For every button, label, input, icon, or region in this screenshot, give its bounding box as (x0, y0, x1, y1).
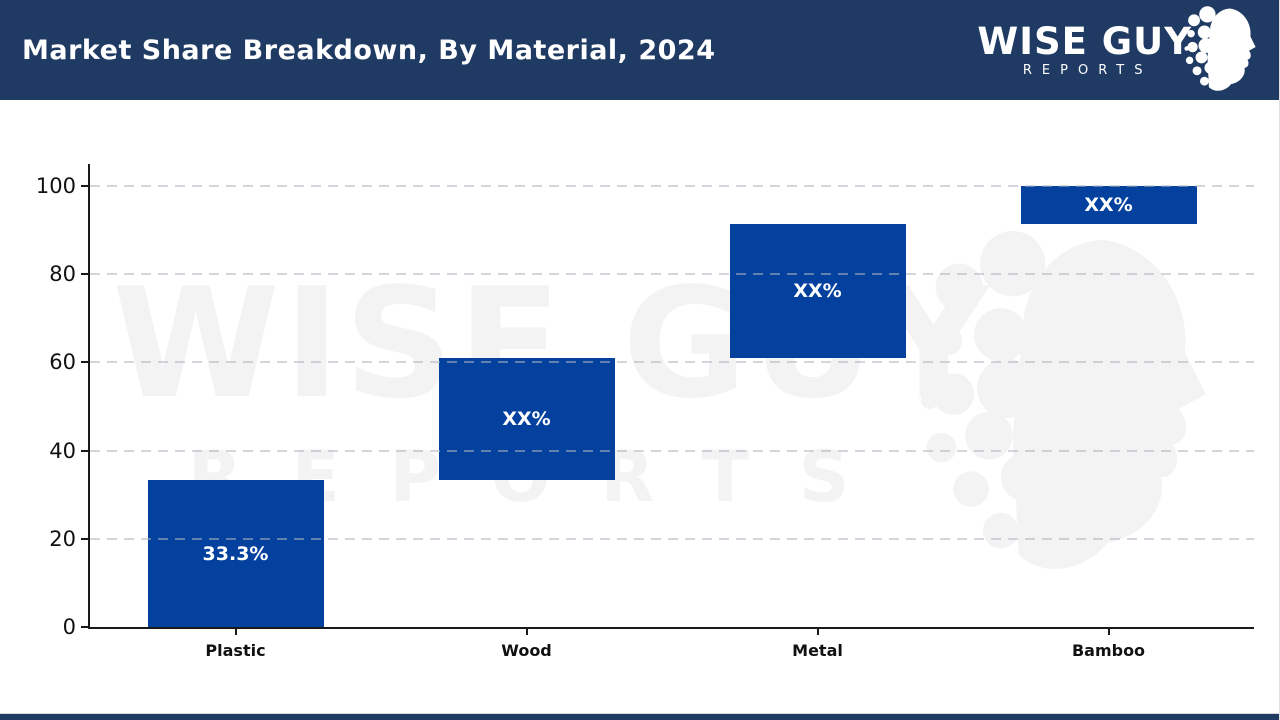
brand-name: WISE GUY (977, 20, 1192, 63)
gridline (90, 449, 1254, 452)
bar-value-label: XX% (502, 408, 551, 431)
x-tick (234, 627, 237, 635)
bar-value-label: XX% (1084, 193, 1133, 216)
bar-plastic: 33.3% (147, 480, 324, 627)
brand-subtitle: REPORTS (1022, 63, 1153, 78)
y-tick-label: 20 (49, 526, 76, 551)
bar-wood: XX% (438, 358, 615, 481)
brand-logo: WISE GUY REPORTS (977, 4, 1279, 96)
y-tick-label: 100 (35, 174, 76, 199)
y-tick (81, 361, 89, 364)
footer-hairline (0, 713, 1279, 714)
y-tick (81, 273, 89, 276)
x-tick (1107, 627, 1110, 635)
y-tick-label: 0 (62, 615, 76, 639)
x-tick (525, 627, 528, 635)
header-band: Market Share Breakdown, By Material, 202… (0, 0, 1279, 100)
y-tick-label: 80 (49, 262, 76, 287)
bar-value-label: 33.3% (202, 542, 269, 565)
y-tick-label: 60 (49, 350, 76, 375)
footer-bar (0, 714, 1279, 720)
x-label-wood: Wood (501, 641, 552, 660)
gridline (90, 361, 1254, 364)
waterfall-chart: 33.3% Plastic XX% Wood XX% Metal XX% Bamboo 0 20 4… (36, 164, 1254, 660)
bar-value-label: XX% (793, 279, 842, 302)
x-tick (816, 627, 819, 635)
y-tick (81, 537, 89, 540)
y-tick-label: 40 (49, 438, 76, 463)
y-tick (81, 185, 89, 188)
x-label-bamboo: Bamboo (1071, 641, 1146, 660)
wiseguy-face-icon (1180, 4, 1266, 96)
y-tick (81, 626, 89, 628)
bar-metal: XX% (729, 223, 906, 358)
x-label-plastic: Plastic (205, 641, 266, 660)
y-tick (81, 449, 89, 452)
watermark-face-icon (880, 222, 1270, 590)
x-label-metal: Metal (792, 641, 843, 660)
gridline (90, 273, 1254, 276)
page-title: Market Share Breakdown, By Material, 202… (22, 34, 716, 66)
bar-bamboo: XX% (1020, 186, 1197, 224)
